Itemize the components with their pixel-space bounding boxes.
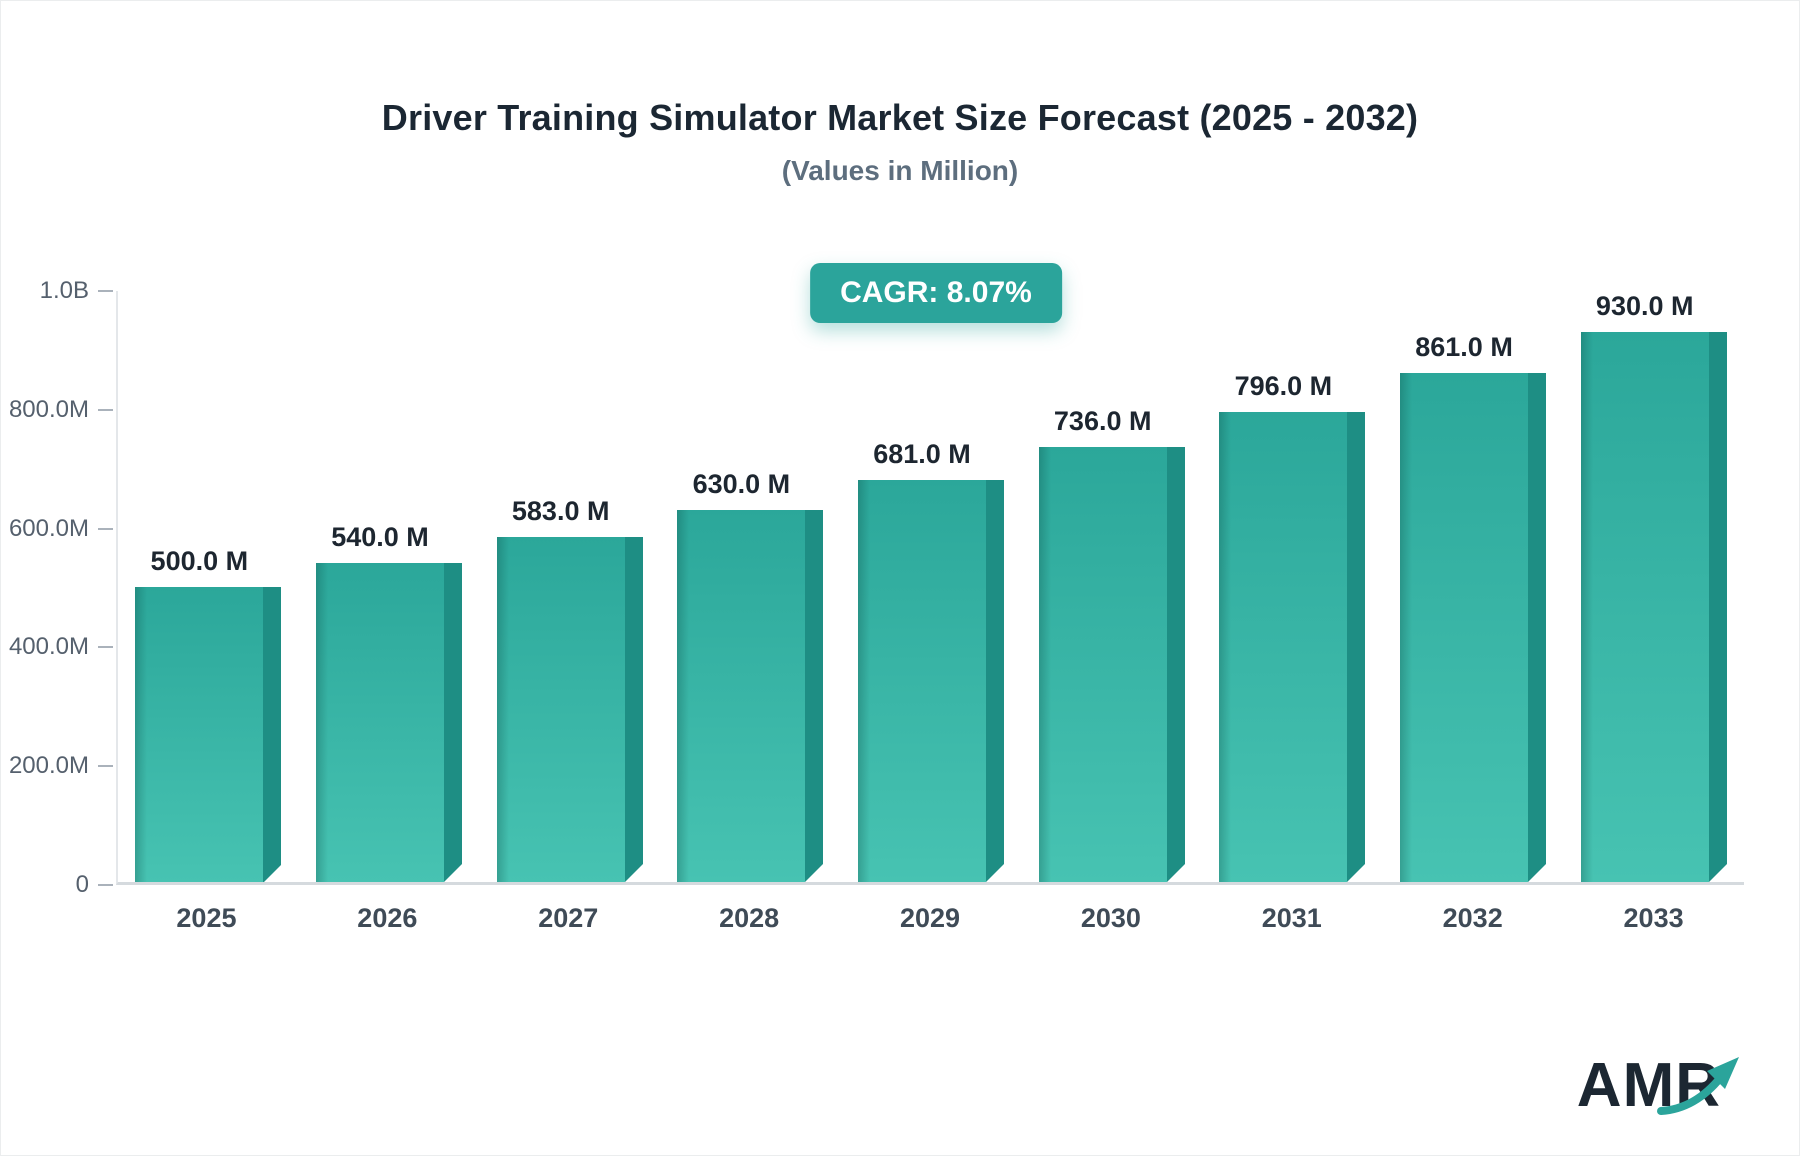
y-axis-tick-label: 400.0M	[8, 633, 89, 661]
chart-subtitle: (Values in Million)	[781, 155, 1019, 186]
bar-group: 583.0 M	[479, 291, 660, 882]
y-axis-tick: 0	[1, 871, 113, 898]
y-axis-tick-label: 800.0M	[8, 395, 89, 423]
bar-front-face	[135, 586, 264, 882]
bar-group: 681.0 M	[841, 291, 1022, 882]
x-axis-label: 2032	[1442, 903, 1503, 933]
x-axis-label: 2026	[357, 903, 418, 933]
bar-group: 630.0 M	[660, 291, 841, 882]
y-axis-tick: 600.0M	[1, 514, 113, 542]
bar	[135, 586, 282, 882]
bar-side-face	[986, 479, 1005, 882]
amr-logo-text: AMR	[1576, 1051, 1721, 1120]
x-axis-label: 2031	[1261, 903, 1322, 933]
bar-value-label: 583.0 M	[511, 496, 610, 527]
chart-header: Driver Training Simulator Market Size Fo…	[1, 1, 1799, 187]
bar-value-label: 540.0 M	[331, 521, 429, 552]
bar-value-label: 736.0 M	[1053, 406, 1152, 437]
bar-group: 500.0 M	[118, 291, 299, 882]
bar-side-face	[1166, 447, 1185, 882]
chart-title: Driver Training Simulator Market Size Fo…	[381, 97, 1419, 138]
bar-front-face	[858, 479, 987, 882]
y-axis: 0 200.0M 400.0M 600.0M 800.0M 1.0B	[1, 277, 113, 898]
bar-value-label: 930.0 M	[1595, 291, 1694, 322]
bar	[316, 562, 462, 882]
bar-front-face	[496, 537, 625, 882]
y-axis-tick-label: 1.0B	[39, 277, 89, 304]
y-axis-tick-dash	[98, 527, 113, 530]
y-axis-tick-dash	[98, 408, 113, 411]
bar-value-label: 796.0 M	[1234, 370, 1333, 401]
bars: 500.0 M 540.0 M 583.0 M 630.0 M 681.0 M 736.0…	[118, 291, 1744, 882]
x-axis-label: 2027	[538, 903, 599, 933]
y-axis-tick: 200.0M	[1, 752, 113, 780]
y-axis-tick: 400.0M	[1, 633, 113, 661]
y-axis-tick-label: 200.0M	[8, 752, 89, 780]
plot-area: 500.0 M 540.0 M 583.0 M 630.0 M 681.0 M 736.0…	[116, 291, 1744, 885]
bar-group: 540.0 M	[299, 291, 480, 882]
x-axis-label: 2030	[1080, 903, 1141, 933]
bar-value-label: 630.0 M	[692, 468, 791, 499]
bar-group: 861.0 M	[1383, 291, 1564, 882]
x-axis-label: 2033	[1623, 903, 1684, 933]
y-axis-tick-label: 600.0M	[8, 514, 89, 542]
x-axis-label: 2029	[899, 903, 961, 933]
y-axis-tick-dash	[98, 765, 113, 768]
bar	[677, 509, 824, 882]
bar-side-face	[263, 586, 282, 882]
y-axis-tick-dash	[98, 646, 113, 649]
y-axis-tick-dash	[98, 290, 113, 292]
bar-side-face	[1528, 373, 1547, 882]
bar-front-face	[1038, 447, 1167, 882]
bar-front-face	[1400, 373, 1529, 882]
x-axis-label: 2025	[176, 903, 237, 933]
growth-arrow-icon	[1657, 1057, 1739, 1115]
bar-group: 796.0 M	[1202, 291, 1383, 882]
bar-value-label: 500.0 M	[150, 545, 249, 576]
x-axis: 2025 2026 2027 2028 2029 2030 2031 2032 2033	[116, 903, 1744, 934]
bar-group: 930.0 M	[1563, 291, 1744, 882]
bar	[858, 479, 1005, 882]
bar	[1400, 373, 1547, 882]
bar-group: 736.0 M	[1021, 291, 1202, 882]
bar	[1219, 411, 1366, 882]
y-axis-tick: 800.0M	[1, 395, 113, 423]
bar-side-face	[1347, 411, 1366, 882]
bar-front-face	[316, 562, 444, 882]
bar-side-face	[624, 537, 643, 882]
bar-value-label: 861.0 M	[1415, 332, 1513, 363]
bar	[496, 537, 643, 882]
amr-logo: AMR	[1576, 1051, 1739, 1120]
bar-side-face	[444, 562, 462, 882]
bar-front-face	[1219, 411, 1348, 882]
bar	[1580, 332, 1727, 882]
bar-side-face	[1708, 332, 1727, 882]
bar-front-face	[677, 509, 806, 882]
bar-value-label: 681.0 M	[873, 438, 971, 469]
y-axis-tick: 1.0B	[1, 277, 113, 304]
y-axis-tick-label: 0	[75, 871, 89, 898]
bar-front-face	[1580, 332, 1709, 882]
cagr-badge: CAGR: 8.07%	[810, 263, 1062, 323]
bar-side-face	[805, 509, 824, 882]
x-axis-label: 2028	[719, 903, 780, 933]
bar	[1038, 447, 1185, 882]
y-axis-tick-dash	[98, 884, 113, 886]
